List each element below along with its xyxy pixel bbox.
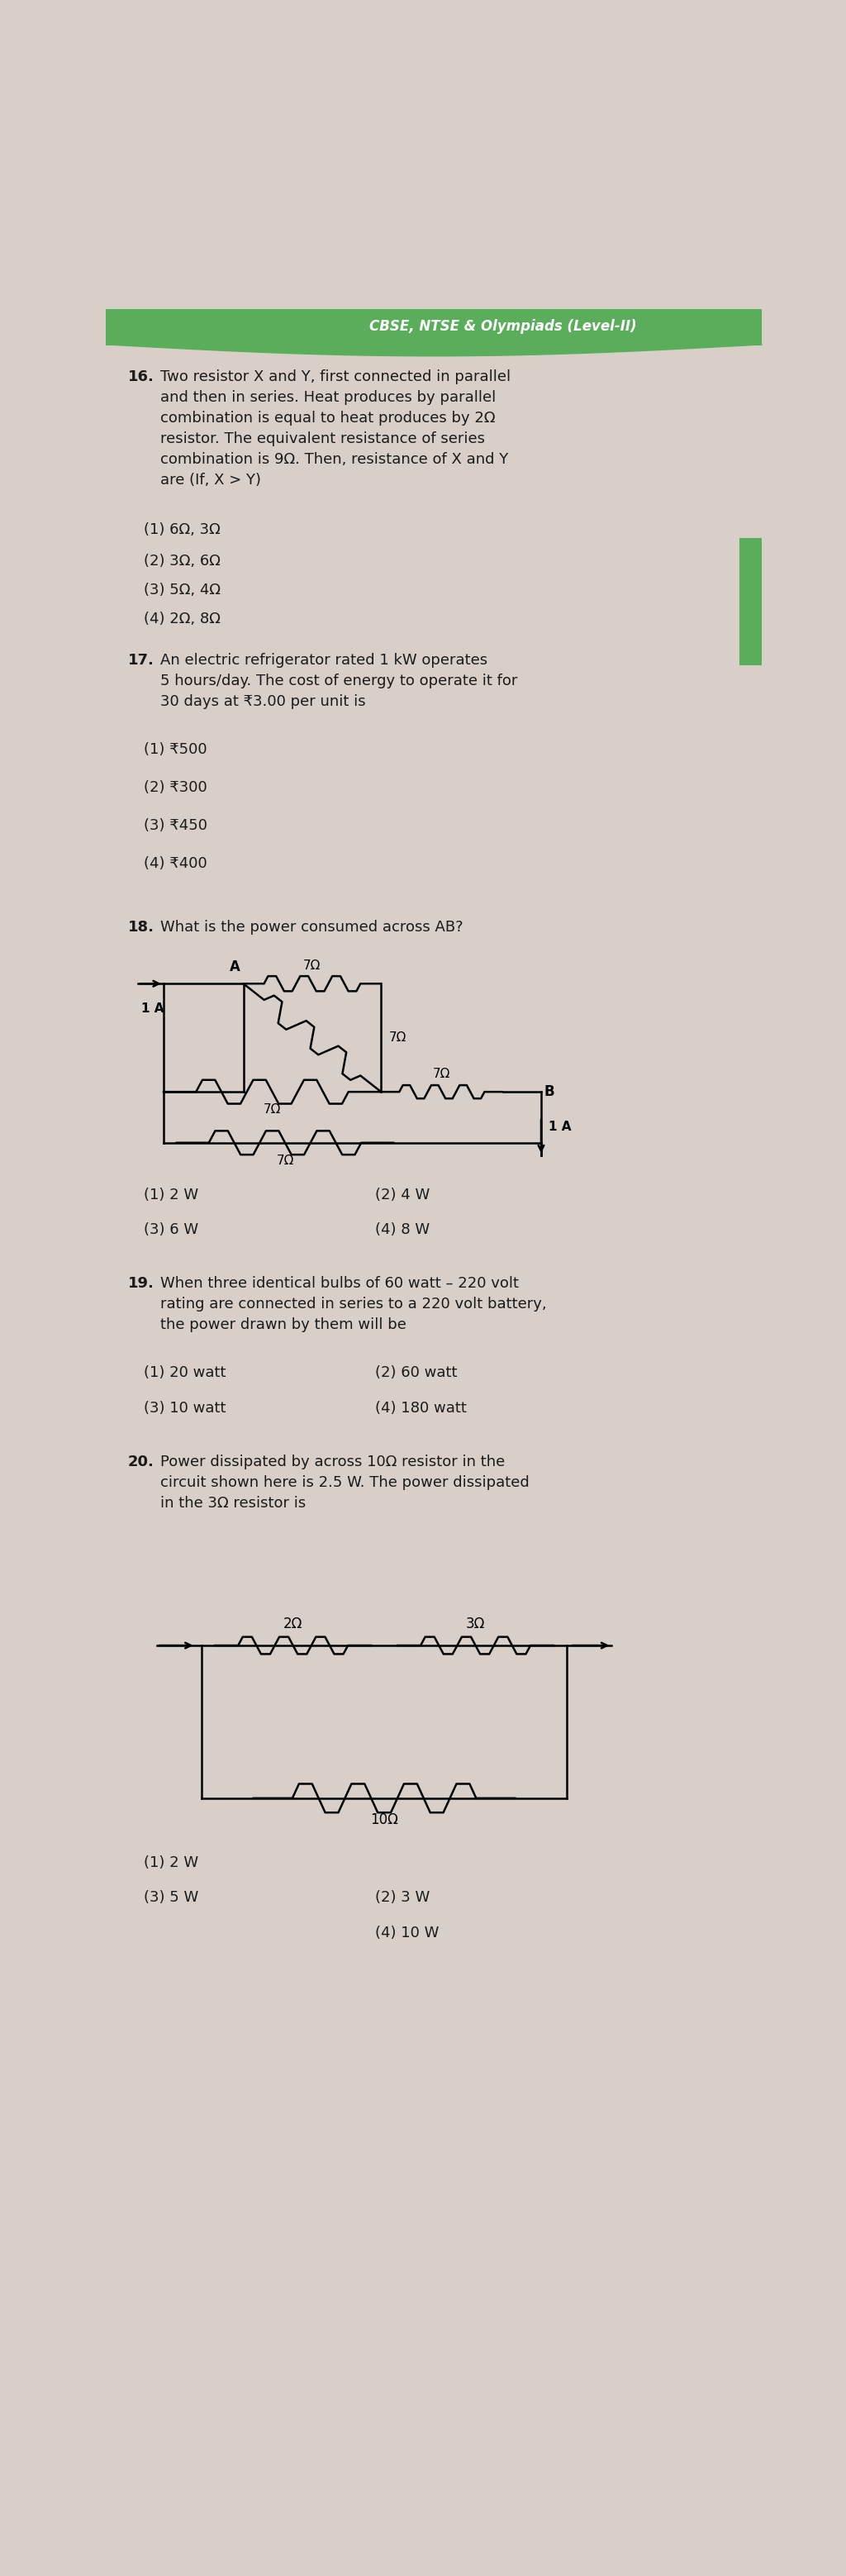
Text: (2) ₹300: (2) ₹300 xyxy=(144,781,207,796)
Text: (4) 10 W: (4) 10 W xyxy=(375,1924,438,1940)
Text: (4) 2Ω, 8Ω: (4) 2Ω, 8Ω xyxy=(144,611,221,626)
Text: An electric refrigerator rated 1 kW operates
5 hours/day. The cost of energy to : An electric refrigerator rated 1 kW oper… xyxy=(160,652,518,708)
Bar xyxy=(739,538,761,665)
Text: When three identical bulbs of 60 watt – 220 volt
rating are connected in series : When three identical bulbs of 60 watt – … xyxy=(160,1275,547,1332)
Text: 7Ω: 7Ω xyxy=(433,1069,451,1079)
Text: CBSE, NTSE & Olympiads (Level-II): CBSE, NTSE & Olympiads (Level-II) xyxy=(369,319,636,335)
Text: A: A xyxy=(229,958,240,974)
Text: 7Ω: 7Ω xyxy=(389,1030,406,1043)
Polygon shape xyxy=(106,309,761,345)
Text: 1 A: 1 A xyxy=(141,1002,163,1015)
Text: (3) 5 W: (3) 5 W xyxy=(144,1891,199,1906)
Text: 3Ω: 3Ω xyxy=(466,1618,485,1631)
Text: Power dissipated by across 10Ω resistor in the
circuit shown here is 2.5 W. The : Power dissipated by across 10Ω resistor … xyxy=(160,1455,530,1510)
Text: (3) 10 watt: (3) 10 watt xyxy=(144,1401,227,1414)
Text: 18.: 18. xyxy=(128,920,155,935)
Text: 7Ω: 7Ω xyxy=(276,1154,294,1167)
Text: (2) 4 W: (2) 4 W xyxy=(375,1188,430,1203)
Text: Two resistor X and Y, first connected in parallel
and then in series. Heat produ: Two resistor X and Y, first connected in… xyxy=(160,368,511,487)
Text: 10Ω: 10Ω xyxy=(371,1811,398,1826)
Text: (3) ₹450: (3) ₹450 xyxy=(144,819,208,832)
Text: 19.: 19. xyxy=(128,1275,155,1291)
Text: (1) 2 W: (1) 2 W xyxy=(144,1188,199,1203)
Text: (4) ₹400: (4) ₹400 xyxy=(144,855,207,871)
Text: 20.: 20. xyxy=(128,1455,155,1468)
Text: (2) 3Ω, 6Ω: (2) 3Ω, 6Ω xyxy=(144,554,221,569)
Text: (1) 20 watt: (1) 20 watt xyxy=(144,1365,227,1381)
Text: 7Ω: 7Ω xyxy=(263,1103,281,1115)
Text: 1 A: 1 A xyxy=(549,1121,572,1133)
Text: (2) 60 watt: (2) 60 watt xyxy=(375,1365,457,1381)
Text: B: B xyxy=(544,1084,555,1100)
Text: 17.: 17. xyxy=(128,652,155,667)
Text: (1) ₹500: (1) ₹500 xyxy=(144,742,207,757)
Text: (3) 6 W: (3) 6 W xyxy=(144,1221,199,1236)
Text: What is the power consumed across AB?: What is the power consumed across AB? xyxy=(160,920,463,935)
Text: (4) 8 W: (4) 8 W xyxy=(375,1221,429,1236)
Text: (1) 6Ω, 3Ω: (1) 6Ω, 3Ω xyxy=(144,523,221,538)
Text: (4) 180 watt: (4) 180 watt xyxy=(375,1401,466,1414)
Text: 7Ω: 7Ω xyxy=(304,961,321,971)
Text: (1) 2 W: (1) 2 W xyxy=(144,1855,199,1870)
Text: 2Ω: 2Ω xyxy=(283,1618,303,1631)
Text: (3) 5Ω, 4Ω: (3) 5Ω, 4Ω xyxy=(144,582,221,598)
Text: 16.: 16. xyxy=(128,368,155,384)
Text: (2) 3 W: (2) 3 W xyxy=(375,1891,430,1906)
